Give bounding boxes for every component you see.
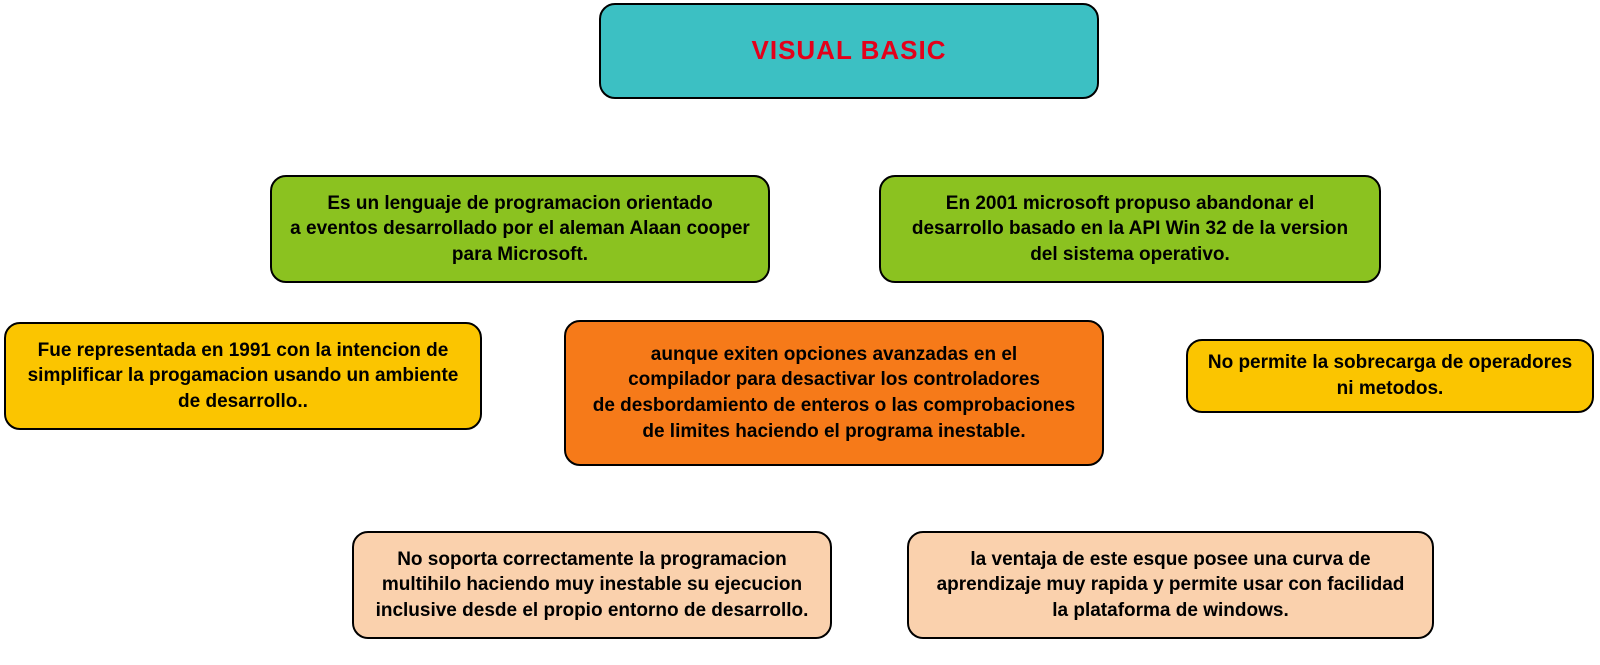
box-multithread: No soporta correctamente la programacion… [352, 531, 832, 639]
box-advantage-text: la ventaja de este esque posee una curva… [937, 547, 1405, 624]
box-multithread-text: No soporta correctamente la programacion… [376, 547, 809, 624]
box-2001-proposal: En 2001 microsoft propuso abandonar el d… [879, 175, 1381, 283]
box-advantage: la ventaja de este esque posee una curva… [907, 531, 1434, 639]
box-definition: Es un lenguaje de programacion orientado… [270, 175, 770, 283]
box-1991-release-text: Fue representada en 1991 con la intencio… [28, 338, 459, 415]
title-text: VISUAL BASIC [752, 33, 947, 68]
box-compiler-options: aunque exiten opciones avanzadas en el c… [564, 320, 1104, 466]
box-definition-text: Es un lenguaje de programacion orientado… [290, 191, 750, 268]
box-1991-release: Fue representada en 1991 con la intencio… [4, 322, 482, 430]
title-box: VISUAL BASIC [599, 3, 1099, 99]
box-compiler-options-text: aunque exiten opciones avanzadas en el c… [593, 342, 1076, 445]
box-no-overload-text: No permite la sobrecarga de operadores n… [1208, 350, 1572, 401]
box-no-overload: No permite la sobrecarga de operadores n… [1186, 339, 1594, 413]
box-2001-proposal-text: En 2001 microsoft propuso abandonar el d… [912, 191, 1348, 268]
